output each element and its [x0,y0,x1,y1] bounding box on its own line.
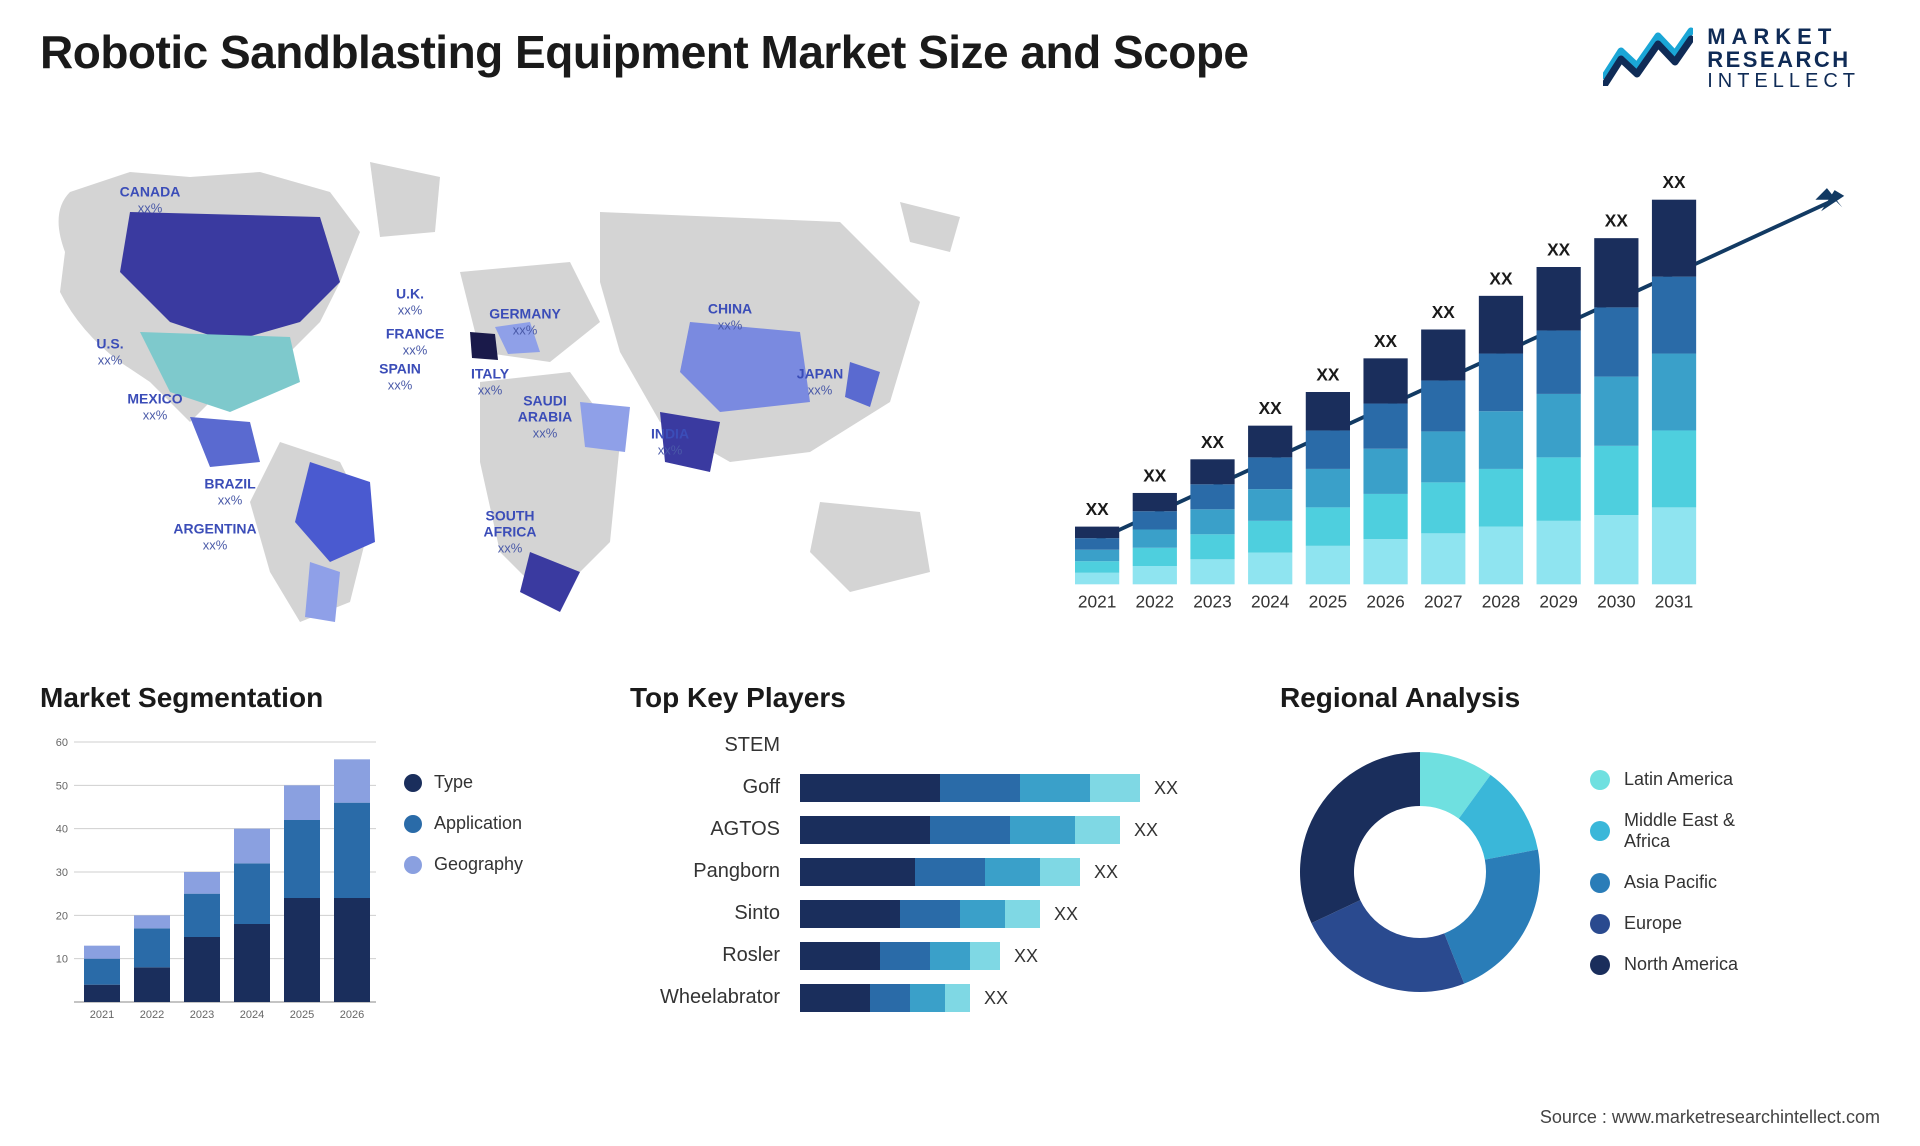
region-panel: Regional Analysis Latin America Middle Ea… [1280,682,1880,1012]
player-bar-row: XX [800,942,1250,970]
region-donut-chart [1280,732,1560,1012]
svg-text:2023: 2023 [1193,592,1231,612]
svg-text:2028: 2028 [1482,592,1520,612]
legend-item: Application [404,813,523,834]
map-label: BRAZILxx% [204,476,255,509]
players-bars-col: XX XX XX XX XX XX [800,732,1250,1014]
map-label: ARGENTINAxx% [173,521,256,554]
map-label: SPAINxx% [379,361,421,394]
svg-text:XX: XX [1259,398,1283,418]
map-label: U.K.xx% [396,286,424,319]
svg-text:2030: 2030 [1597,592,1635,612]
region-legend: Latin America Middle East &Africa Asia Pac… [1590,769,1738,975]
segmentation-title: Market Segmentation [40,682,600,714]
player-name: Goff [630,776,780,804]
svg-text:2021: 2021 [1078,592,1116,612]
page-title: Robotic Sandblasting Equipment Market Si… [40,25,1249,79]
svg-text:XX: XX [1662,172,1686,192]
source-credit: Source : www.marketresearchintellect.com [1540,1107,1880,1128]
map-label: JAPANxx% [797,366,843,399]
player-name: Rosler [630,944,780,972]
map-label: FRANCExx% [386,326,444,359]
svg-text:30: 30 [56,867,68,879]
players-panel: Top Key Players STEM Goff AGTOS Pangborn Sin… [630,682,1250,1014]
player-bar-row: XX [800,774,1250,802]
player-name: Sinto [630,902,780,930]
map-label: MEXICOxx% [127,391,182,424]
segmentation-panel: Market Segmentation 10 20 30 40 50 60 2021 2022… [40,682,600,1032]
svg-text:2026: 2026 [1366,592,1404,612]
svg-text:20: 20 [56,911,68,923]
svg-text:50: 50 [56,781,68,793]
svg-text:2031: 2031 [1655,592,1693,612]
world-map-panel: CANADAxx% U.S.xx%MEXICOxx% BRAZILxx% ARGENT… [40,122,980,642]
svg-text:XX: XX [1605,211,1629,231]
logo-text-2: RESEARCH [1707,48,1860,71]
svg-text:2022: 2022 [1136,592,1174,612]
growth-bar-chart: XX 2021 XX 2022 XX 2023 XX 2024 XX 2025 XX 2026 XX 20… [1020,142,1880,642]
legend-item: Type [404,772,523,793]
legend-item: North America [1590,954,1738,975]
players-title: Top Key Players [630,682,1250,714]
legend-item: Latin America [1590,769,1738,790]
svg-text:2025: 2025 [1309,592,1347,612]
svg-text:2024: 2024 [1251,592,1290,612]
player-bar-row: XX [800,984,1250,1012]
segmentation-bar-chart: 10 20 30 40 50 60 2021 2022 2023 2024 2025 2026 [40,732,380,1032]
svg-text:40: 40 [56,824,68,836]
svg-text:2024: 2024 [240,1009,264,1021]
legend-item: Middle East &Africa [1590,810,1738,852]
map-label: CHINAxx% [708,301,752,334]
map-label: INDIAxx% [651,426,689,459]
map-label: CANADAxx% [120,184,181,217]
svg-text:2029: 2029 [1539,592,1577,612]
svg-text:60: 60 [56,737,68,749]
map-label: SOUTHAFRICAxx% [484,508,537,557]
region-title: Regional Analysis [1280,682,1880,714]
svg-text:2021: 2021 [90,1009,114,1021]
svg-text:10: 10 [56,954,68,966]
player-name: Pangborn [630,860,780,888]
logo-text-1: MARKET [1707,25,1860,48]
svg-text:XX: XX [1374,331,1398,351]
player-bar-row: XX [800,900,1250,928]
svg-text:2027: 2027 [1424,592,1462,612]
svg-text:XX: XX [1201,432,1225,452]
map-label: SAUDIARABIAxx% [518,393,572,442]
map-label: GERMANYxx% [489,306,561,339]
player-bar-row: XX [800,858,1250,886]
svg-text:XX: XX [1143,466,1167,486]
players-labels-col: STEM Goff AGTOS Pangborn Sinto Rosler Wheelabr… [630,732,780,1014]
logo-text-3: INTELLECT [1707,71,1860,92]
legend-item: Europe [1590,913,1738,934]
legend-item: Geography [404,854,523,875]
map-label: U.S.xx% [96,336,123,369]
segmentation-legend: Type Application Geography [404,732,523,1032]
svg-text:XX: XX [1316,365,1340,385]
svg-text:2026: 2026 [340,1009,364,1021]
map-label: ITALYxx% [471,366,509,399]
svg-text:XX: XX [1086,499,1110,519]
player-name: AGTOS [630,818,780,846]
growth-chart-panel: XX 2021 XX 2022 XX 2023 XX 2024 XX 2025 XX 2026 XX 20… [1020,122,1880,642]
legend-item: Asia Pacific [1590,872,1738,893]
svg-text:2022: 2022 [140,1009,164,1021]
player-name: STEM [630,734,780,762]
svg-text:2023: 2023 [190,1009,214,1021]
logo-icon [1603,26,1693,91]
brand-logo: MARKET RESEARCH INTELLECT [1603,25,1860,92]
svg-text:XX: XX [1489,268,1513,288]
player-bar-row: XX [800,816,1250,844]
svg-text:XX: XX [1432,302,1456,322]
svg-text:XX: XX [1547,240,1571,260]
player-name: Wheelabrator [630,986,780,1014]
svg-text:2025: 2025 [290,1009,314,1021]
